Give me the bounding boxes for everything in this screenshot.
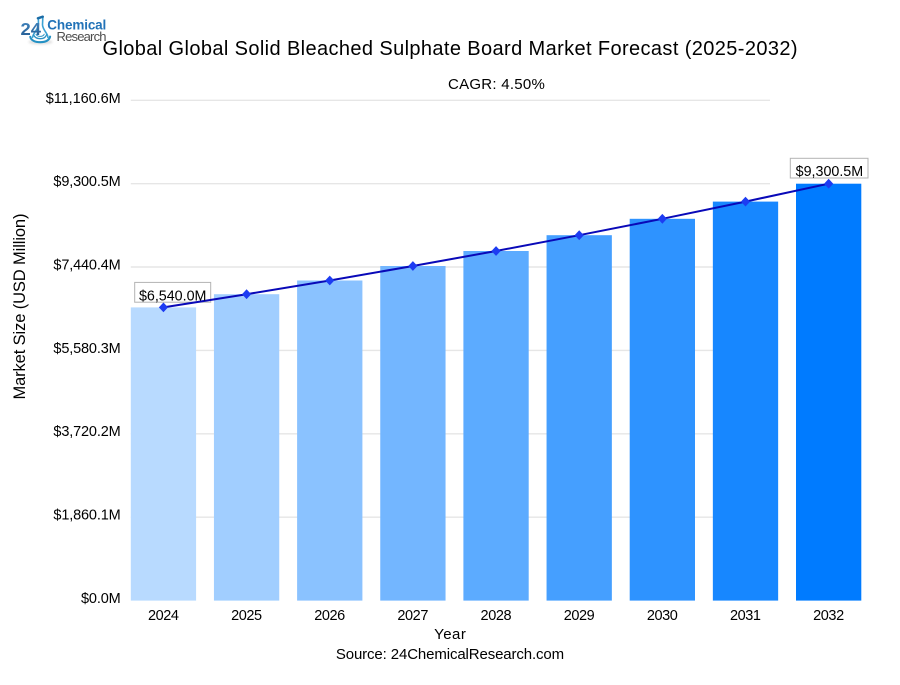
svg-text:$9,300.5M: $9,300.5M <box>796 164 864 180</box>
svg-text:2031: 2031 <box>730 608 761 624</box>
svg-text:$9,300.5M: $9,300.5M <box>53 174 120 190</box>
svg-text:Year: Year <box>434 626 466 643</box>
svg-text:$5,580.3M: $5,580.3M <box>53 341 120 357</box>
svg-text:2029: 2029 <box>564 608 595 624</box>
svg-text:Research: Research <box>57 29 107 44</box>
svg-text:Chemical: Chemical <box>47 17 106 32</box>
svg-text:2027: 2027 <box>397 608 428 624</box>
svg-text:2032: 2032 <box>813 608 844 624</box>
svg-text:Source: 24ChemicalResearch.com: Source: 24ChemicalResearch.com <box>336 646 564 663</box>
svg-text:2028: 2028 <box>481 608 512 624</box>
svg-text:2026: 2026 <box>314 608 345 624</box>
svg-text:2024: 2024 <box>148 608 179 624</box>
svg-text:Global Global Solid Bleached S: Global Global Solid Bleached Sulphate Bo… <box>103 38 798 60</box>
svg-text:$1,860.1M: $1,860.1M <box>53 508 120 524</box>
svg-text:$6,540.0M: $6,540.0M <box>139 288 207 304</box>
svg-text:$3,720.2M: $3,720.2M <box>53 424 120 440</box>
svg-text:CAGR: 4.50%: CAGR: 4.50% <box>448 76 545 93</box>
svg-text:2030: 2030 <box>647 608 678 624</box>
svg-text:Market Size (USD Million): Market Size (USD Million) <box>11 214 29 400</box>
svg-text:$7,440.4M: $7,440.4M <box>53 257 120 273</box>
svg-text:24: 24 <box>21 19 42 39</box>
svg-text:$11,160.6M: $11,160.6M <box>46 91 121 107</box>
svg-text:2025: 2025 <box>231 608 262 624</box>
svg-text:$0.0M: $0.0M <box>81 591 121 607</box>
